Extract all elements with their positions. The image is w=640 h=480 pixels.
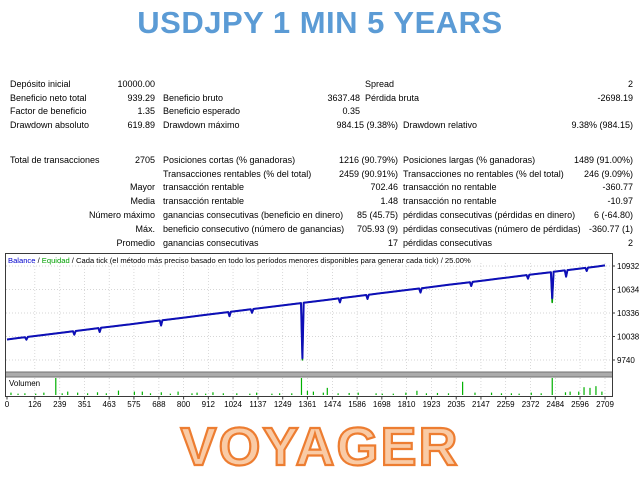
x-axis-label: 1923 — [423, 400, 441, 409]
stat-label: Drawdown relativo — [403, 120, 478, 130]
volume-pane-label: Volumen — [9, 379, 40, 388]
x-axis-label: 2259 — [497, 400, 515, 409]
y-axis-label: 10634 — [617, 286, 640, 295]
x-axis-label: 351 — [78, 400, 92, 409]
page-title: USDJPY 1 MIN 5 YEARS — [137, 5, 503, 40]
balance-chart: 10932 10634 10336 10038 9740 0 126 239 351 463 575… — [5, 253, 640, 409]
y-axis-label: 10336 — [617, 309, 640, 318]
stat-label: Pérdida bruta — [365, 93, 420, 103]
stat-value: 1.48 — [380, 196, 398, 206]
stat-label: Factor de beneficio — [10, 106, 87, 116]
stat-label: transacción rentable — [163, 196, 245, 206]
x-axis-label: 239 — [53, 400, 67, 409]
stat-label: ganancias consecutivas (beneficio en din… — [163, 210, 344, 220]
stat-value: 0.35 — [342, 106, 360, 116]
stat-value: 1.35 — [137, 106, 155, 116]
y-axis-label: 9740 — [617, 356, 635, 365]
x-axis-label: 2596 — [571, 400, 589, 409]
stat-value: 246 (9.09%) — [583, 169, 633, 179]
x-axis-label: 912 — [202, 400, 216, 409]
stat-value: 9.38% (984.15) — [571, 120, 633, 130]
stat-label: Máx. — [135, 224, 155, 234]
stat-label: Promedio — [116, 238, 155, 248]
stat-label: Posiciones largas (% ganadoras) — [403, 155, 536, 165]
stat-value: -360.77 — [602, 182, 633, 192]
stat-value: 3637.48 — [327, 93, 360, 103]
stat-value: 2459 (90.91%) — [338, 169, 398, 179]
y-axis-label: 10932 — [617, 262, 640, 271]
stat-label: Depósito inicial — [10, 79, 71, 89]
stat-value: 939.29 — [127, 93, 155, 103]
stat-label: Transacciones rentables (% del total) — [163, 169, 312, 179]
stat-value: 2 — [627, 238, 633, 248]
stat-value: 85 (45.75) — [356, 210, 398, 220]
x-axis-label: 2035 — [447, 400, 465, 409]
stat-label: pérdidas consecutivas (número de pérdida… — [403, 224, 581, 234]
x-axis-label: 2709 — [596, 400, 614, 409]
x-axis-label: 688 — [152, 400, 166, 409]
balance-line — [6, 264, 606, 360]
stat-label: Media — [130, 196, 155, 206]
stat-value: 2705 — [134, 155, 155, 165]
pane-separator — [5, 372, 613, 377]
stat-value: 619.89 — [127, 120, 155, 130]
stat-label: Posiciones cortas (% ganadoras) — [163, 155, 296, 165]
stat-label: Beneficio neto total — [10, 93, 87, 103]
stat-label: Beneficio bruto — [163, 93, 224, 103]
x-axis-label: 1249 — [274, 400, 292, 409]
stat-value: 1489 (91.00%) — [573, 155, 633, 165]
stat-label: pérdidas consecutivas (pérdidas en diner… — [403, 210, 576, 220]
equity-line — [6, 264, 606, 361]
x-axis-label: 2147 — [472, 400, 490, 409]
stat-label: Spread — [365, 79, 395, 89]
stat-label: Número máximo — [88, 210, 155, 220]
stat-label: Mayor — [129, 182, 155, 192]
x-axis-label: 1586 — [348, 400, 366, 409]
x-axis-label: 463 — [103, 400, 117, 409]
watermark-text: VOYAGER — [179, 416, 460, 478]
stat-value: -2698.19 — [597, 93, 633, 103]
x-axis-label: 0 — [5, 400, 10, 409]
stat-value: 10000.00 — [117, 79, 155, 89]
x-axis-label: 1698 — [373, 400, 391, 409]
stat-label: Beneficio esperado — [163, 106, 241, 116]
x-axis-label: 126 — [28, 400, 42, 409]
x-axis-label: 1810 — [398, 400, 416, 409]
x-axis-label: 575 — [127, 400, 141, 409]
stat-label: pérdidas consecutivas — [403, 238, 493, 248]
stat-value: 702.46 — [370, 182, 398, 192]
stats-table: Depósito inicial 10000.00 Spread 2 Beneficio… — [10, 79, 633, 248]
stat-label: transacción no rentable — [403, 196, 497, 206]
stat-label: transacción rentable — [163, 182, 245, 192]
y-axis-label: 10038 — [617, 333, 640, 342]
x-axis-label: 1361 — [299, 400, 317, 409]
stat-value: 984.15 (9.38%) — [336, 120, 398, 130]
chart-legend: Balance / Equidad / Cada tick (el método… — [8, 256, 471, 265]
x-axis-label: 2484 — [546, 400, 564, 409]
stat-label: transacción no rentable — [403, 182, 497, 192]
x-axis-label: 1474 — [323, 400, 341, 409]
stat-value: 705.93 (9) — [356, 224, 398, 234]
x-axis-label: 2372 — [522, 400, 540, 409]
stat-value: 1216 (90.79%) — [338, 155, 398, 165]
stat-label: Drawdown máximo — [163, 120, 240, 130]
stat-label: Total de transacciones — [10, 155, 100, 165]
stat-value: -10.97 — [607, 196, 633, 206]
stat-value: 17 — [387, 238, 398, 248]
stat-label: Transacciones no rentables (% del total) — [403, 169, 564, 179]
x-axis-label: 1024 — [224, 400, 242, 409]
stat-value: 6 (-64.80) — [593, 210, 633, 220]
stat-label: beneficio consecutivo (número de gananci… — [163, 224, 345, 234]
stat-label: Drawdown absoluto — [10, 120, 90, 130]
x-axis-label: 800 — [177, 400, 191, 409]
stat-value: -360.77 (1) — [588, 224, 633, 234]
chart-frame — [5, 253, 613, 397]
stat-value: 2 — [627, 79, 633, 89]
stat-label: ganancias consecutivas — [163, 238, 259, 248]
x-axis-label: 1137 — [249, 400, 267, 409]
